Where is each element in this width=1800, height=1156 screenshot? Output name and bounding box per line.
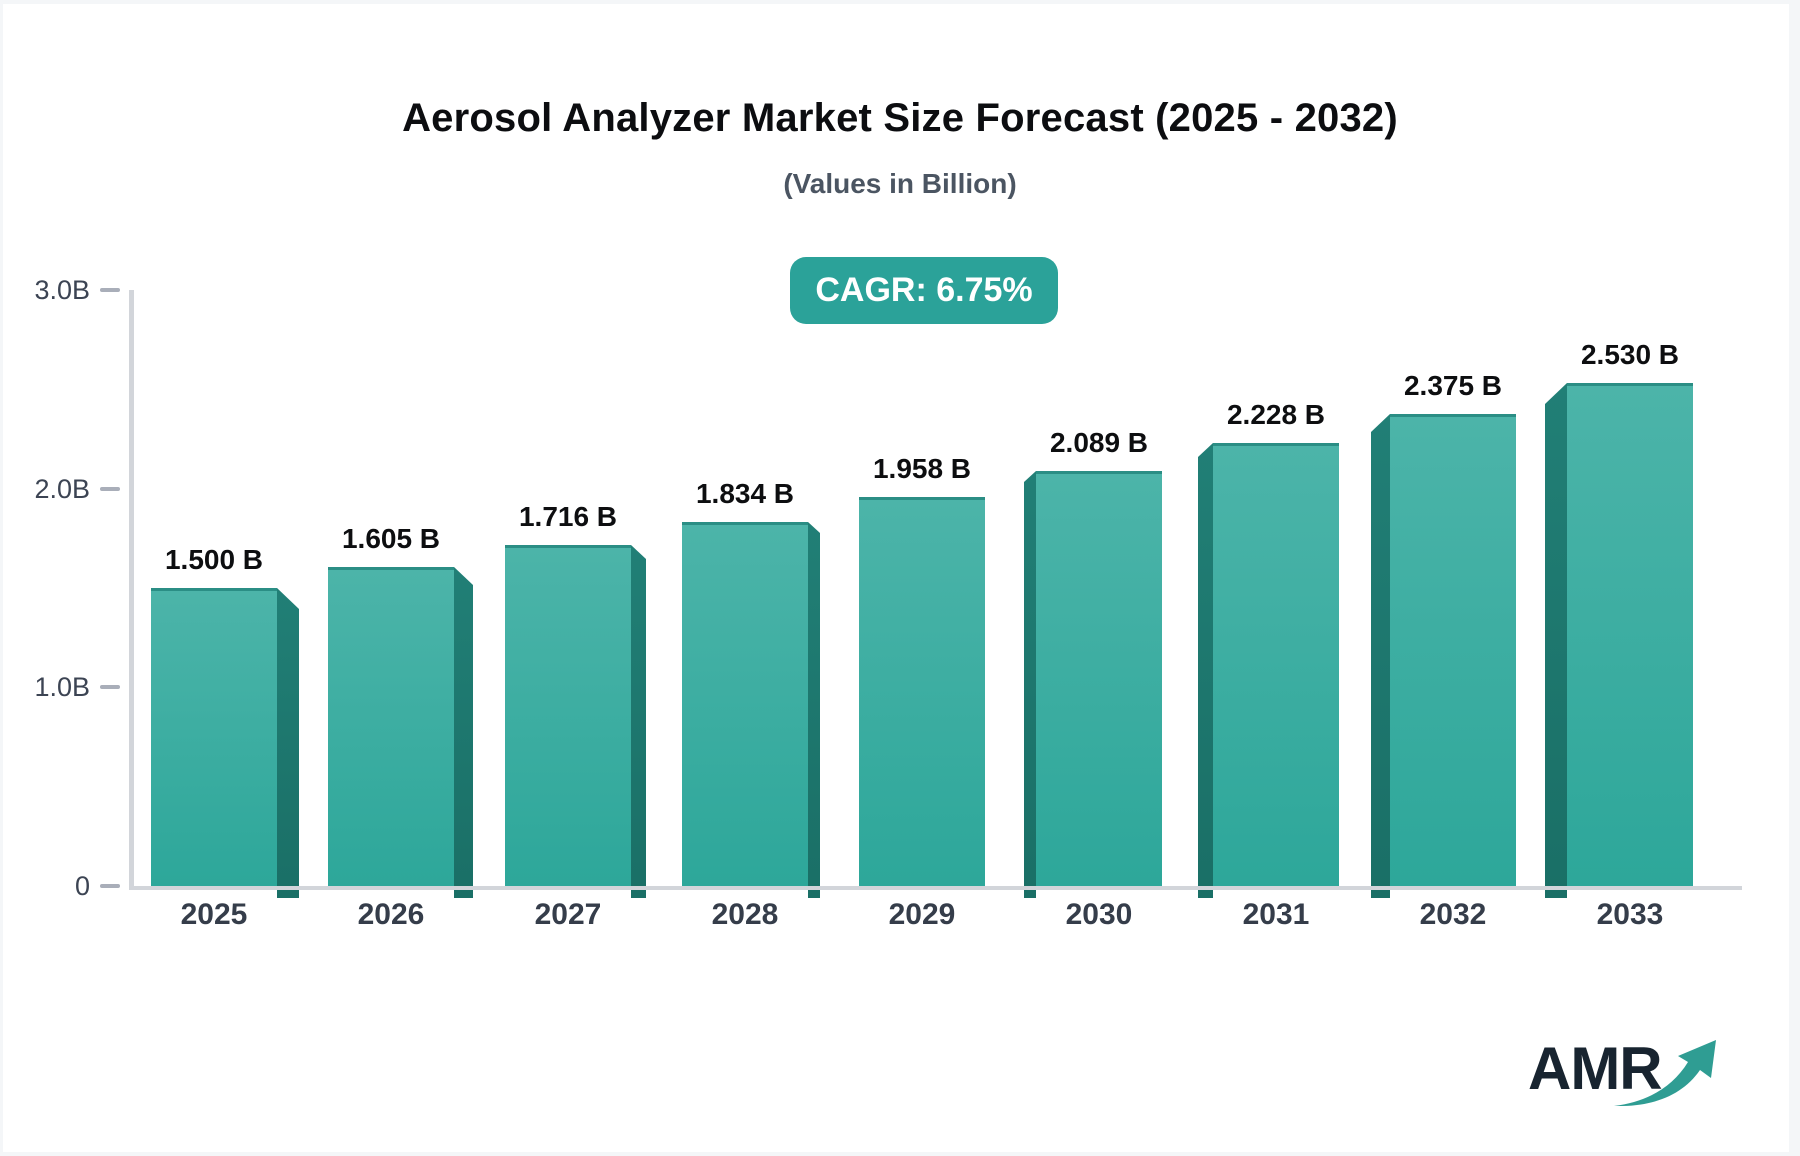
- bar-2029[interactable]: [859, 497, 985, 886]
- y-axis-label-1.0B: 1.0B: [34, 672, 90, 703]
- bar-value-label-2027: 1.716 B: [518, 501, 618, 532]
- y-axis-tick: [100, 486, 120, 491]
- bar-2033[interactable]: [1567, 383, 1693, 886]
- bar-side-face-2032: [1371, 414, 1390, 898]
- y-axis-tick: [100, 884, 120, 888]
- x-axis-label-2031: 2031: [1242, 898, 1310, 931]
- cagr-badge: CAGR: 6.75%: [790, 257, 1058, 324]
- x-axis-label-2027: 2027: [534, 898, 602, 931]
- bar-side-face-2031: [1198, 443, 1213, 898]
- bar-side-face-2033: [1545, 383, 1567, 898]
- bar-value-label-2032: 2.375 B: [1403, 370, 1503, 401]
- bar-side-face-2027: [631, 545, 646, 898]
- cagr-badge-label: CAGR: 6.75%: [815, 271, 1033, 309]
- bar-2030[interactable]: [1036, 471, 1162, 886]
- x-axis-label-2033: 2033: [1596, 898, 1664, 931]
- bar-2031[interactable]: [1213, 443, 1339, 886]
- bar-value-label-2025: 1.500 B: [164, 544, 264, 575]
- bar-side-face-2030: [1024, 471, 1036, 898]
- bar-value-label-2026: 1.605 B: [341, 523, 441, 554]
- bar-2028[interactable]: [682, 522, 808, 886]
- x-axis-line: [129, 886, 1742, 890]
- y-axis-tick: [100, 685, 120, 690]
- y-axis-tick: [100, 287, 120, 292]
- bar-value-label-2031: 2.228 B: [1226, 399, 1326, 430]
- amr-logo: AMR: [1528, 1028, 1728, 1118]
- bar-2025[interactable]: [151, 588, 277, 886]
- bar-side-face-2025: [277, 588, 299, 898]
- bar-value-label-2028: 1.834 B: [695, 478, 795, 509]
- x-axis-label-2032: 2032: [1419, 898, 1487, 931]
- chart-subtitle: (Values in Billion): [783, 168, 1017, 199]
- bar-value-label-2030: 2.089 B: [1049, 427, 1149, 458]
- bar-value-label-2029: 1.958 B: [872, 453, 972, 484]
- y-axis-line: [129, 290, 134, 890]
- y-axis-label-0: 0: [74, 871, 90, 901]
- bar-side-face-2028: [808, 522, 820, 898]
- bar-side-face-2026: [454, 567, 473, 898]
- x-axis-label-2030: 2030: [1065, 898, 1133, 931]
- y-axis-label-3.0B: 3.0B: [34, 274, 90, 305]
- x-axis-label-2025: 2025: [180, 898, 248, 931]
- x-axis-label-2029: 2029: [888, 898, 956, 931]
- amr-logo-text: AMR: [1528, 1035, 1663, 1102]
- x-axis-label-2026: 2026: [357, 898, 425, 931]
- bar-2027[interactable]: [505, 545, 631, 886]
- chart-title: Aerosol Analyzer Market Size Forecast (2…: [402, 96, 1398, 140]
- bar-2026[interactable]: [328, 567, 454, 886]
- bar-2032[interactable]: [1390, 414, 1516, 886]
- x-axis-label-2028: 2028: [711, 898, 779, 931]
- bar-value-label-2033: 2.530 B: [1580, 339, 1680, 370]
- y-axis-label-2.0B: 2.0B: [34, 473, 90, 504]
- growth-arrow-icon: [1614, 1040, 1716, 1107]
